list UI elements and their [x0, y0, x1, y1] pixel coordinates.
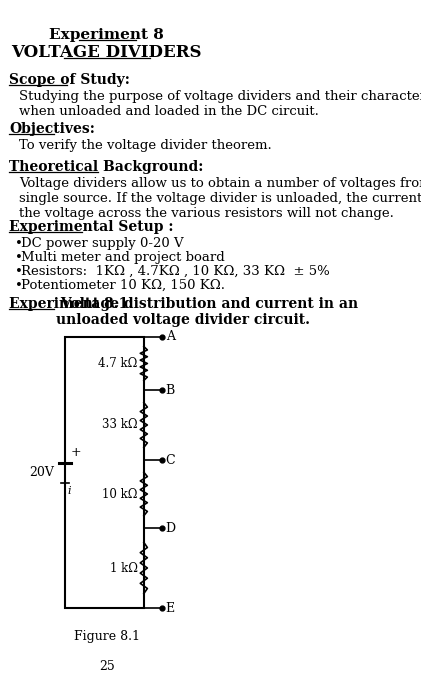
Text: Potentiometer 10 KΩ, 150 KΩ.: Potentiometer 10 KΩ, 150 KΩ. [21, 279, 225, 292]
Text: 33 kΩ: 33 kΩ [102, 419, 138, 431]
Text: Resistors:  1KΩ , 4.7KΩ , 10 KΩ, 33 KΩ  ± 5%: Resistors: 1KΩ , 4.7KΩ , 10 KΩ, 33 KΩ ± … [21, 265, 330, 278]
Text: 25: 25 [99, 660, 115, 673]
Text: Scope of Study:: Scope of Study: [9, 73, 130, 87]
Text: Figure 8.1: Figure 8.1 [74, 630, 140, 643]
Text: DC power supply 0-20 V: DC power supply 0-20 V [21, 237, 184, 250]
Text: Experiment 8.1:: Experiment 8.1: [9, 297, 133, 311]
Text: Studying the purpose of voltage dividers and their characteristics
when unloaded: Studying the purpose of voltage dividers… [19, 90, 421, 118]
Text: 1 kΩ: 1 kΩ [110, 561, 138, 575]
Text: i: i [68, 486, 71, 496]
Text: •: • [15, 279, 23, 292]
Text: To verify the voltage divider theorem.: To verify the voltage divider theorem. [19, 139, 272, 152]
Text: Voltage dividers allow us to obtain a number of voltages from a
single source. I: Voltage dividers allow us to obtain a nu… [19, 177, 421, 220]
Text: 20V: 20V [29, 466, 54, 479]
Text: Multi meter and project board: Multi meter and project board [21, 251, 225, 264]
Text: E: E [166, 601, 175, 615]
Text: Theoretical Background:: Theoretical Background: [9, 160, 203, 174]
Text: Experiment 8: Experiment 8 [49, 28, 164, 42]
Text: D: D [166, 522, 176, 535]
Text: •: • [15, 265, 23, 278]
Text: B: B [166, 384, 175, 396]
Text: C: C [166, 454, 175, 466]
Text: Voltage distribution and current in an
unloaded voltage divider circuit.: Voltage distribution and current in an u… [56, 297, 358, 327]
Bar [65, 337, 144, 608]
Text: VOLTAGE DIVIDERS: VOLTAGE DIVIDERS [11, 44, 202, 61]
Text: Objectives:: Objectives: [9, 122, 95, 136]
Text: 4.7 kΩ: 4.7 kΩ [99, 357, 138, 370]
Text: •: • [15, 237, 23, 250]
Text: A: A [166, 330, 175, 344]
Text: +: + [70, 447, 81, 459]
Text: 10 kΩ: 10 kΩ [102, 487, 138, 500]
Text: Experimental Setup :: Experimental Setup : [9, 220, 173, 234]
Text: •: • [15, 251, 23, 264]
